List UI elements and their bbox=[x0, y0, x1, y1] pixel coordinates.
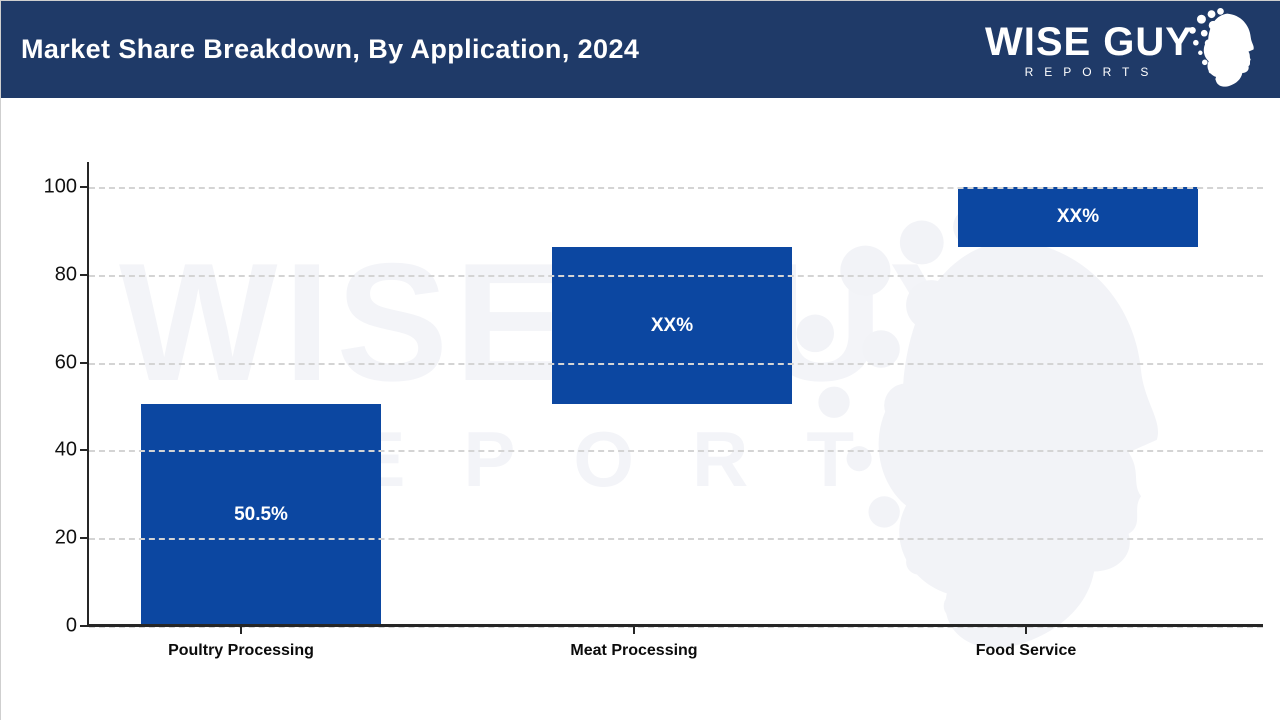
plot-region: 0 20 40 60 80 100 50.5% XX% XX% Poultry Processin… bbox=[44, 162, 1263, 659]
y-tick-mark bbox=[80, 361, 89, 364]
brand-head-icon bbox=[1189, 7, 1254, 87]
x-tick-mark bbox=[240, 626, 242, 634]
bar-food-service bbox=[958, 187, 1198, 248]
y-tick-mark bbox=[80, 537, 89, 540]
bar-value-label: XX% bbox=[650, 314, 694, 336]
gridline-40 bbox=[89, 450, 1263, 453]
gridline-100 bbox=[89, 187, 1263, 189]
bar-meat-processing bbox=[552, 247, 792, 405]
brand-name: WISE GUY bbox=[984, 19, 1193, 64]
y-tick-mark bbox=[80, 449, 89, 452]
brand-text: WISE GUY REPORTS bbox=[985, 22, 1193, 78]
bar-value-label: 50.5% bbox=[234, 504, 288, 526]
y-tick-label: 20 bbox=[54, 526, 77, 549]
bar-value-label: XX% bbox=[1056, 206, 1100, 228]
x-category-label-poultry-processing: Poultry Processing bbox=[168, 642, 314, 659]
y-tick-mark bbox=[80, 625, 89, 627]
gridline-80 bbox=[89, 274, 1263, 277]
brand-logo: WISE GUY REPORTS bbox=[985, 7, 1267, 92]
y-tick-label: 100 bbox=[43, 175, 77, 198]
gridline-20 bbox=[89, 538, 1263, 541]
x-tick-mark bbox=[633, 626, 635, 634]
x-category-label-food-service: Food Service bbox=[975, 642, 1077, 659]
header-bar: Market Share Breakdown, By Application, … bbox=[1, 1, 1280, 98]
gridline-0 bbox=[89, 626, 1263, 628]
brand-subname: REPORTS bbox=[1024, 64, 1160, 79]
y-tick-label: 0 bbox=[65, 614, 77, 637]
y-axis-line bbox=[87, 162, 89, 626]
y-tick-label: 40 bbox=[54, 438, 77, 461]
x-tick-mark bbox=[1025, 626, 1027, 634]
x-category-label-meat-processing: Meat Processing bbox=[570, 642, 698, 659]
y-tick-label: 80 bbox=[54, 263, 77, 286]
y-tick-label: 60 bbox=[54, 351, 77, 374]
y-tick-mark bbox=[80, 273, 89, 276]
bar-poultry-processing bbox=[141, 404, 381, 626]
gridline-60 bbox=[89, 362, 1263, 365]
chart-area: WISE GUY REPORTS 02040608010050.5%XX%XX%… bbox=[1, 98, 1280, 720]
x-axis-line bbox=[87, 624, 1263, 627]
y-tick-mark bbox=[80, 186, 89, 188]
chart-title: Market Share Breakdown, By Application, … bbox=[21, 34, 640, 64]
